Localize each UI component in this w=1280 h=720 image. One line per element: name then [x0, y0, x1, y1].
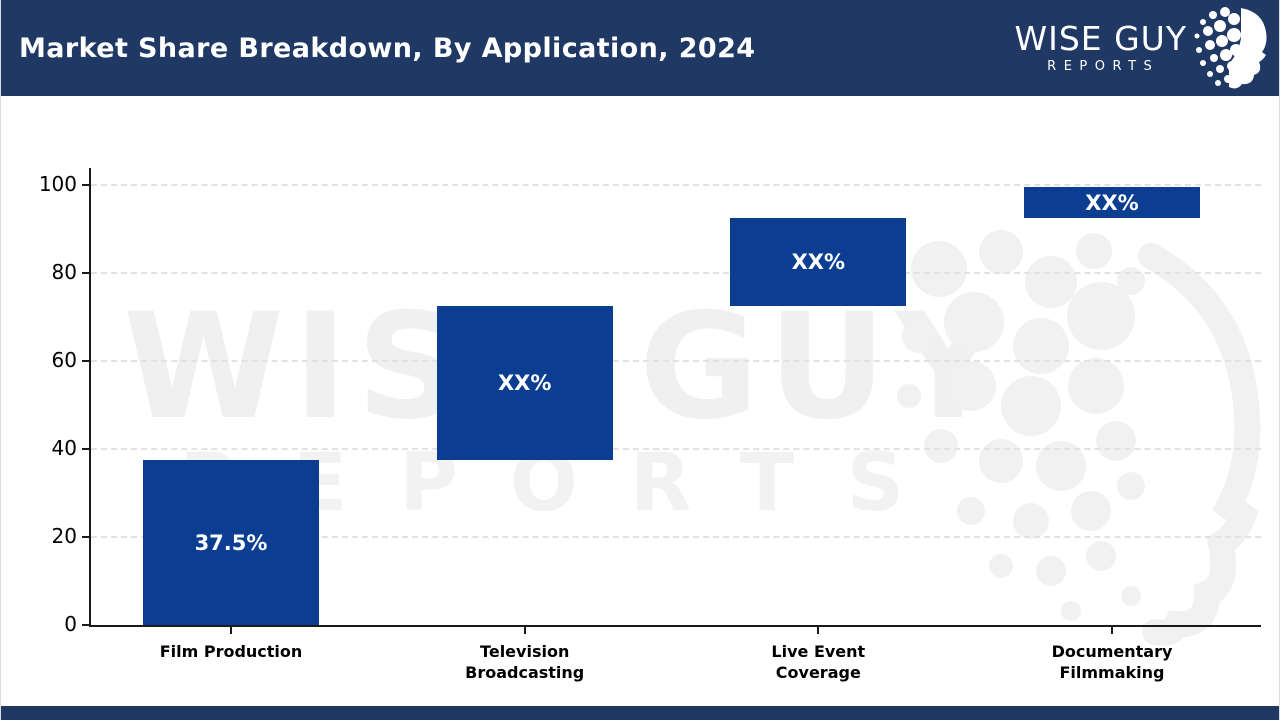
- logo-text: WISE GUY REPORTS: [1014, 22, 1187, 74]
- bar-value-label: 37.5%: [194, 530, 268, 555]
- x-category-label-line: Broadcasting: [465, 663, 585, 682]
- x-tick-live-event-coverage: [817, 627, 820, 634]
- bar-live-event-coverage: XX%: [730, 218, 907, 306]
- y-tick-0: [82, 624, 90, 626]
- gridline-100: [91, 184, 1261, 186]
- bar-value-label: XX%: [791, 250, 846, 274]
- y-tick-40: [82, 448, 90, 450]
- header-bar: Market Share Breakdown, By Application, …: [1, 0, 1279, 96]
- y-tick-80: [82, 272, 90, 274]
- x-tick-documentary-filmmaking: [1111, 627, 1113, 634]
- gridline-40: [91, 448, 1261, 450]
- watermark-head-icon: [897, 230, 1261, 646]
- x-category-label-line: Television: [480, 642, 570, 661]
- gridline-80: [91, 272, 1261, 274]
- logo-head-icon: [1194, 7, 1267, 89]
- y-tick-100: [82, 184, 90, 186]
- y-tick-label-20: 20: [51, 524, 77, 548]
- logo-subtitle: REPORTS: [1047, 59, 1160, 74]
- x-category-label-television-broadcasting: Television Broadcasting: [410, 641, 640, 683]
- y-tick-label-0: 0: [64, 612, 77, 636]
- x-category-label-line: Documentary: [1051, 642, 1173, 661]
- bar-documentary-filmmaking: XX%: [1024, 187, 1200, 218]
- x-category-label-live-event-coverage: Live Event Coverage: [703, 641, 933, 683]
- bar-value-label: XX%: [1085, 190, 1139, 215]
- x-tick-film-production: [230, 627, 232, 634]
- wise-guy-logo: WISE GUY REPORTS: [1014, 4, 1271, 92]
- y-tick-label-60: 60: [51, 348, 77, 372]
- page-title: Market Share Breakdown, By Application, …: [19, 32, 756, 64]
- x-category-label-line: Live Event: [771, 642, 866, 661]
- bar-value-label: XX%: [497, 371, 552, 395]
- x-category-label-film-production: Film Production: [116, 641, 346, 662]
- bar-film-production: 37.5%: [143, 460, 319, 625]
- y-tick-20: [82, 536, 90, 538]
- x-category-label-documentary-filmmaking: Documentary Filmmaking: [997, 641, 1227, 683]
- y-tick-label-80: 80: [51, 260, 77, 284]
- bar-television-broadcasting: XX%: [436, 306, 613, 460]
- x-category-label-line: Filmmaking: [1059, 663, 1165, 682]
- chart-area: WISE GUY REPORTS 0 20 40 60 80 100 37.5% Film P…: [1, 96, 1279, 706]
- y-tick-60: [82, 360, 90, 362]
- x-category-label-line: Coverage: [775, 663, 861, 682]
- x-category-label-line: Film Production: [159, 642, 303, 661]
- y-tick-label-40: 40: [51, 436, 77, 460]
- x-axis-line: [89, 625, 1261, 627]
- footer-bar: [1, 706, 1279, 720]
- gridline-60: [91, 360, 1261, 362]
- logo-wordmark: WISE GUY: [1014, 19, 1187, 58]
- x-tick-television-broadcasting: [523, 627, 526, 634]
- gridline-20: [91, 536, 1261, 538]
- y-axis-line: [89, 168, 91, 627]
- y-tick-label-100: 100: [38, 172, 77, 196]
